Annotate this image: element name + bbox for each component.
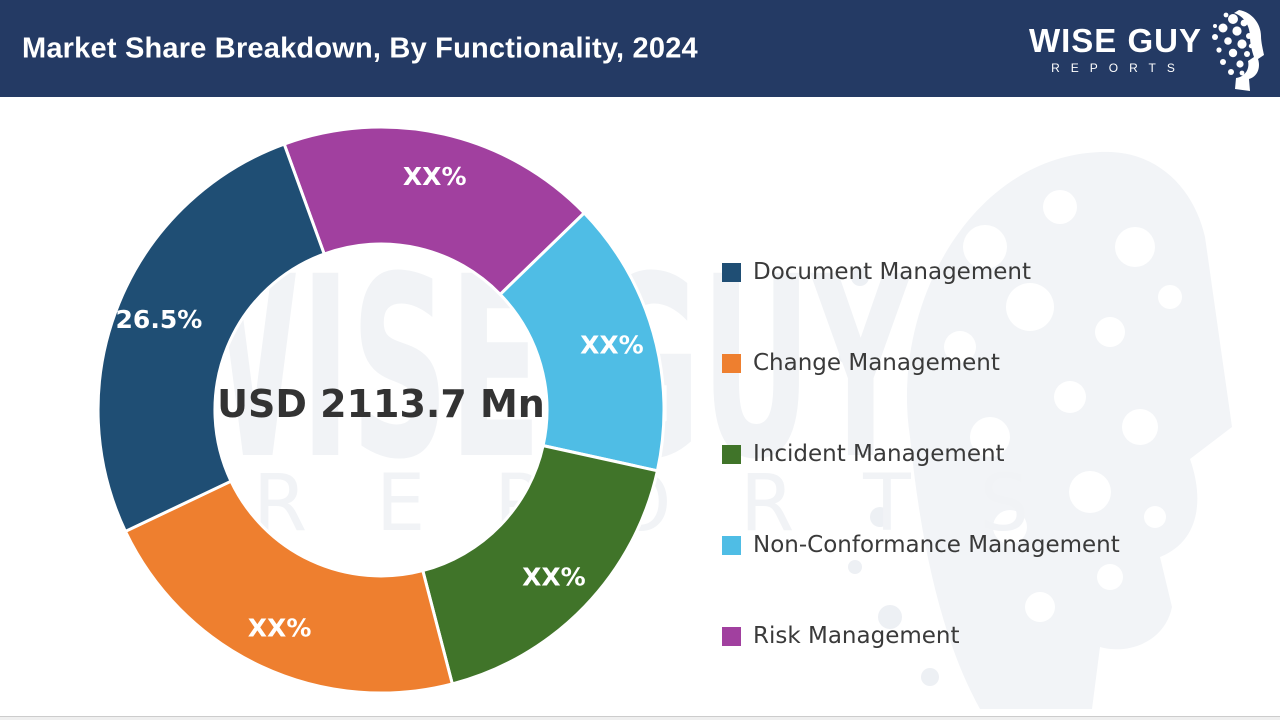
chart-area: WISE GUY R E P O R T S XX% XX% XX% XX% 26.5%… <box>0 97 1280 720</box>
bottom-border <box>0 716 1280 720</box>
legend-label-non-conformance-management: Non-Conformance Management <box>753 532 1120 558</box>
legend-label-change-management: Change Management <box>753 350 1000 376</box>
wise-guy-logo: WISE GUY REPORTS <box>1029 4 1264 94</box>
chart-legend: Document Management Change Management Inci… <box>722 259 1120 649</box>
pie-segment-incident-management <box>421 444 659 686</box>
chart-center-value: USD 2113.7 Mn <box>217 382 545 426</box>
donut-chart: XX% XX% XX% XX% 26.5% <box>96 125 666 695</box>
segment-percent-label-risk-management: XX% <box>403 162 467 191</box>
header-bar: Market Share Breakdown, By Functionality… <box>0 0 1280 97</box>
legend-swatch-document-management <box>722 262 741 282</box>
legend-swatch-non-conformance-management <box>722 535 741 555</box>
legend-label-risk-management: Risk Management <box>753 623 960 649</box>
logo-face-icon <box>1212 10 1264 91</box>
segment-percent-label-incident-management: XX% <box>522 562 586 591</box>
pie-segment-risk-management <box>282 125 586 296</box>
legend-item-incident-management: Incident Management <box>722 441 1120 467</box>
page-title: Market Share Breakdown, By Functionality… <box>22 32 698 64</box>
segment-percent-label-non-conformance-management: XX% <box>580 330 644 359</box>
segment-percent-label-document-management: 26.5% <box>116 305 203 334</box>
legend-swatch-risk-management <box>722 626 741 646</box>
legend-label-document-management: Document Management <box>753 259 1031 285</box>
logo-text: WISE GUY REPORTS <box>1028 22 1202 76</box>
legend-swatch-change-management <box>722 353 741 373</box>
legend-item-change-management: Change Management <box>722 350 1120 376</box>
pie-segment-document-management <box>96 142 326 533</box>
segment-percent-label-change-management: XX% <box>248 614 312 643</box>
legend-item-document-management: Document Management <box>722 259 1120 285</box>
legend-item-risk-management: Risk Management <box>722 623 1120 649</box>
legend-item-non-conformance-management: Non-Conformance Management <box>722 532 1120 558</box>
logo-wordmark: WISE GUY <box>1028 22 1202 59</box>
legend-swatch-incident-management <box>722 444 741 464</box>
logo-subtitle: REPORTS <box>1051 61 1186 75</box>
pie-segment-change-management <box>123 479 454 695</box>
legend-label-incident-management: Incident Management <box>753 441 1005 467</box>
